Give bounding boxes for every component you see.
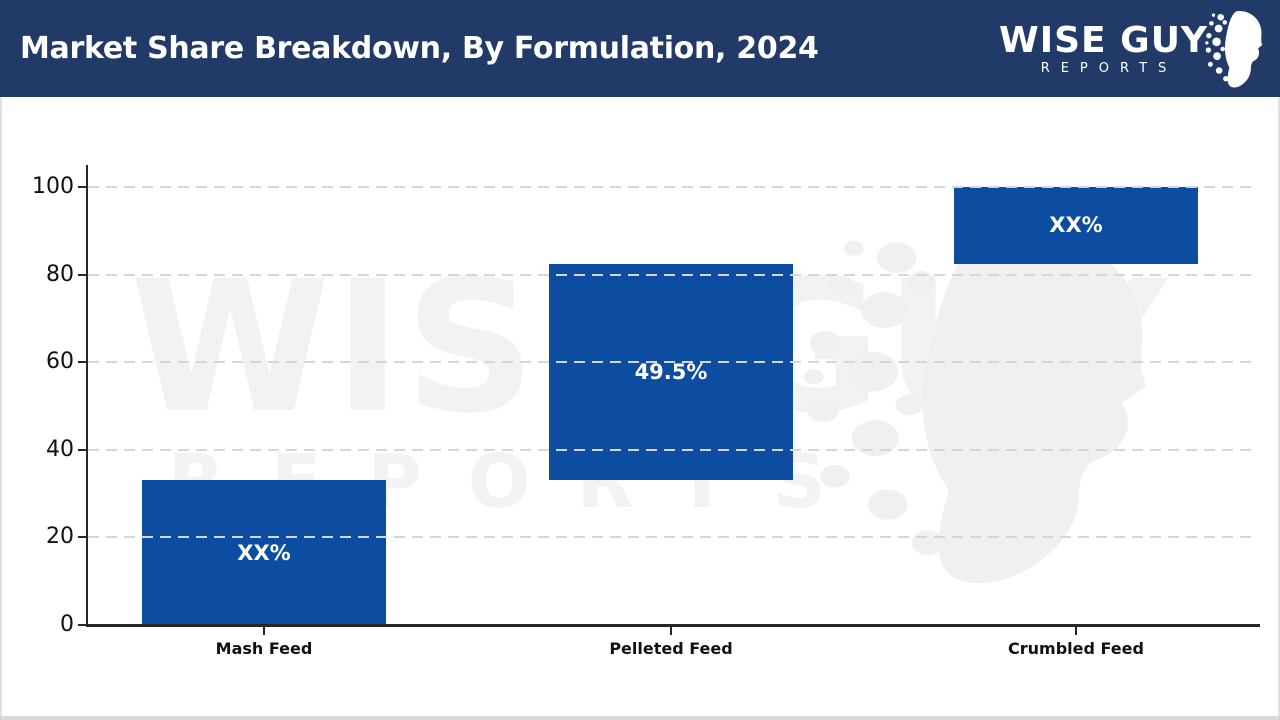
bar-mash-feed: XX% (142, 480, 386, 625)
x-category-label-crumbled-feed: Crumbled Feed (1008, 639, 1144, 658)
y-tick-mark-0 (78, 624, 86, 626)
bar-value-label-pelleted-feed: 49.5% (634, 360, 708, 385)
y-tick-label-0: 0 (60, 612, 74, 637)
y-tick-label-100: 100 (32, 174, 74, 199)
y-tick-mark-20 (78, 536, 86, 539)
logo-wordmark: WISE GUY (998, 19, 1208, 61)
bar-pelleted-feed: 49.5% (549, 263, 793, 481)
x-category-label-pelleted-feed: Pelleted Feed (609, 639, 733, 658)
logo-reports-label: REPORTS (1040, 61, 1178, 77)
y-tick-label-40: 40 (46, 436, 74, 462)
gridline-100 (88, 186, 1258, 188)
bar-crumbled-feed: XX% (954, 187, 1198, 264)
logo-text: WISE GUY REPORTS (998, 19, 1208, 77)
gridline-20 (88, 536, 1258, 539)
gridline-80 (88, 273, 1258, 276)
y-tick-mark-60 (78, 361, 86, 364)
wise-guy-reports-logo: WISE GUY REPORTS (999, 6, 1266, 92)
y-tick-mark-80 (78, 273, 86, 276)
bar-value-label-mash-feed: XX% (237, 540, 291, 565)
gridline-40 (88, 448, 1258, 451)
y-tick-mark-100 (78, 186, 86, 188)
page-title: Market Share Breakdown, By Formulation, … (20, 31, 819, 66)
y-tick-label-20: 20 (46, 524, 74, 550)
x-category-label-mash-feed: Mash Feed (215, 639, 313, 658)
logo-face-icon (1205, 10, 1263, 88)
x-tick-mark-mash-feed (263, 627, 265, 635)
bar-value-label-crumbled-feed: XX% (1049, 213, 1103, 238)
header-bar: Market Share Breakdown, By Formulation, … (0, 0, 1280, 97)
y-axis-line (86, 165, 88, 627)
footer-strip (0, 716, 1280, 720)
x-tick-mark-crumbled-feed (1075, 627, 1077, 635)
x-axis-line (86, 624, 1260, 627)
left-border-line (0, 97, 2, 720)
gridline-60 (88, 361, 1258, 364)
y-tick-label-60: 60 (46, 349, 74, 375)
x-tick-mark-pelleted-feed (670, 627, 672, 635)
y-tick-label-80: 80 (46, 261, 74, 287)
y-tick-mark-40 (78, 448, 86, 451)
right-border-line (1278, 97, 1280, 720)
